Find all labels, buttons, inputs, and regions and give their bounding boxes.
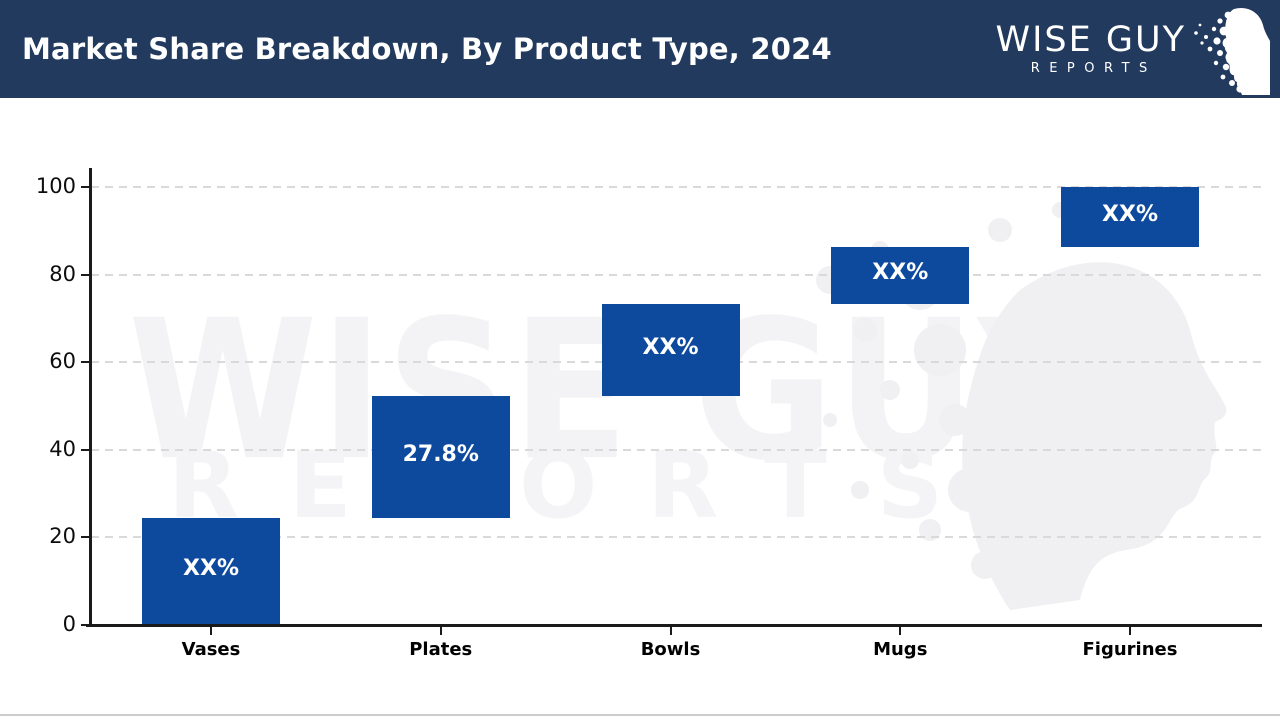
- x-axis-category-label: Figurines: [1082, 639, 1178, 660]
- y-axis-tick-mark: [81, 536, 89, 539]
- gridline-20: [91, 536, 1262, 539]
- x-axis-tick-mark: [1129, 627, 1131, 635]
- wise-guy-reports-logo: WISE GUY REPORTS: [995, 3, 1270, 95]
- x-axis-tick-mark: [669, 627, 672, 635]
- y-axis-tick-label: 60: [49, 349, 76, 374]
- bar-value-label: XX%: [1102, 201, 1158, 227]
- bottom-border-line: [0, 714, 1280, 716]
- gridline-40: [91, 448, 1262, 451]
- gridline-80: [91, 273, 1262, 276]
- y-axis-tick-label: 80: [49, 261, 76, 286]
- bar-value-label: XX%: [872, 260, 929, 286]
- bar-mugs: [831, 246, 970, 305]
- y-axis-tick-mark: [81, 624, 89, 626]
- y-axis-tick-mark: [81, 448, 89, 451]
- header-bar: Market Share Breakdown, By Product Type,…: [0, 0, 1280, 98]
- logo-reports-text: REPORTS: [1030, 60, 1157, 76]
- y-axis-tick-mark: [81, 273, 89, 276]
- y-axis-tick-label: 0: [62, 612, 76, 636]
- bar-vases: [142, 517, 280, 625]
- gridline-100: [91, 186, 1262, 188]
- logo-face-icon: [1194, 8, 1270, 95]
- logo-wordmark: WISE GUY REPORTS: [995, 19, 1186, 76]
- bar-figurines: [1061, 187, 1199, 247]
- y-axis-line: [89, 168, 92, 627]
- y-axis-tick-mark: [81, 186, 89, 188]
- logo-name-text: WISE GUY: [995, 19, 1186, 60]
- x-axis-tick-mark: [210, 627, 212, 635]
- y-axis-tick-label: 20: [49, 524, 76, 549]
- page-title: Market Share Breakdown, By Product Type,…: [22, 32, 832, 66]
- bar-value-label: XX%: [642, 335, 699, 361]
- y-axis-tick-mark: [81, 361, 89, 364]
- bar-value-label: 27.8%: [402, 441, 479, 467]
- x-axis-category-label: Bowls: [640, 639, 701, 660]
- x-axis-tick-mark: [899, 627, 902, 635]
- x-axis-category-label: Mugs: [873, 639, 928, 660]
- x-axis-category-label: Plates: [409, 639, 473, 660]
- y-axis-tick-label: 100: [35, 174, 76, 198]
- bar-bowls: [601, 304, 740, 396]
- x-axis-tick-mark: [439, 627, 442, 635]
- bar-value-label: XX%: [183, 556, 239, 582]
- x-axis-category-label: Vases: [181, 639, 241, 660]
- y-axis-tick-label: 40: [49, 436, 76, 461]
- bar-plates: [371, 395, 510, 518]
- x-axis-line: [86, 624, 1262, 627]
